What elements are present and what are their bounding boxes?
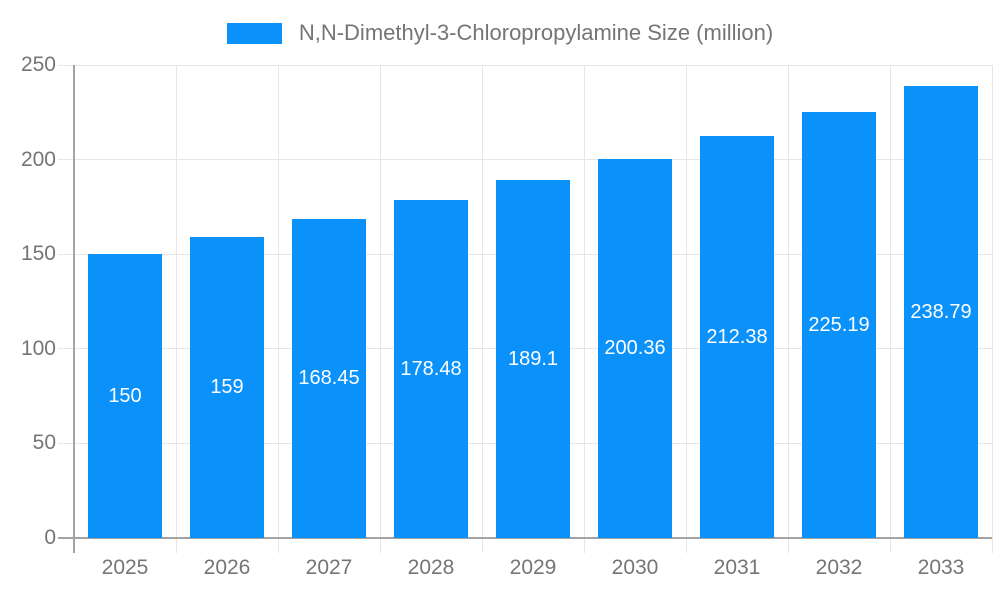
y-axis-tick-label: 0 <box>44 526 56 549</box>
bar[interactable]: 159 <box>190 237 264 538</box>
gridline-vertical <box>685 65 687 553</box>
x-axis-tick-label: 2025 <box>101 556 149 579</box>
gridline-horizontal <box>58 64 992 66</box>
y-axis-tick-label: 150 <box>20 242 56 266</box>
x-axis-tick-label: 2027 <box>305 556 353 579</box>
bar-value-label: 189.1 <box>507 347 559 370</box>
bar[interactable]: 168.45 <box>292 219 366 538</box>
y-axis-tick-label: 250 <box>20 53 56 76</box>
gridline-vertical <box>481 65 483 553</box>
y-axis-tick-label: 50 <box>32 431 56 455</box>
x-axis-tick-label: 2029 <box>509 556 557 579</box>
gridline-vertical <box>175 65 177 553</box>
x-axis-tick-label: 2033 <box>917 556 965 579</box>
gridline-vertical <box>277 65 279 553</box>
gridline-horizontal <box>58 159 992 161</box>
x-axis-tick-label: 2032 <box>815 556 863 579</box>
chart-legend[interactable]: N,N-Dimethyl-3-Chloropropylamine Size (m… <box>0 20 1000 46</box>
gridline-vertical <box>583 65 585 553</box>
bar-value-label: 159 <box>210 376 244 398</box>
x-axis-line <box>58 537 992 539</box>
gridline-vertical <box>379 65 381 553</box>
bar[interactable]: 225.19 <box>802 112 876 538</box>
bar[interactable]: 178.48 <box>394 200 468 538</box>
bar-value-label: 200.36 <box>604 337 666 359</box>
x-axis-tick-label: 2028 <box>407 556 455 579</box>
bar-value-label: 178.48 <box>400 357 462 380</box>
bar-value-label: 238.79 <box>910 300 972 323</box>
bar[interactable]: 238.79 <box>904 86 978 538</box>
gridline-vertical <box>889 65 891 553</box>
legend-label: N,N-Dimethyl-3-Chloropropylamine Size (m… <box>298 20 774 45</box>
bar[interactable]: 150 <box>88 254 162 538</box>
gridline-vertical <box>787 65 789 553</box>
y-axis-tick-label: 200 <box>20 147 56 171</box>
bar-value-label: 225.19 <box>808 313 870 336</box>
x-axis-tick-label: 2030 <box>611 556 659 579</box>
bar-value-label: 150 <box>108 384 142 407</box>
bar-value-label: 168.45 <box>298 367 360 389</box>
bar[interactable]: 200.36 <box>598 159 672 538</box>
bar-value-label: 212.38 <box>706 325 768 348</box>
legend-swatch-icon <box>226 22 282 44</box>
x-axis-tick-label: 2026 <box>203 556 251 579</box>
gridline-vertical <box>991 65 993 553</box>
x-axis-tick-label: 2031 <box>713 556 761 579</box>
y-axis-tick-label: 100 <box>20 336 56 360</box>
y-axis-line <box>73 65 75 553</box>
bar[interactable]: 212.38 <box>700 136 774 538</box>
bar[interactable]: 189.1 <box>496 180 570 538</box>
